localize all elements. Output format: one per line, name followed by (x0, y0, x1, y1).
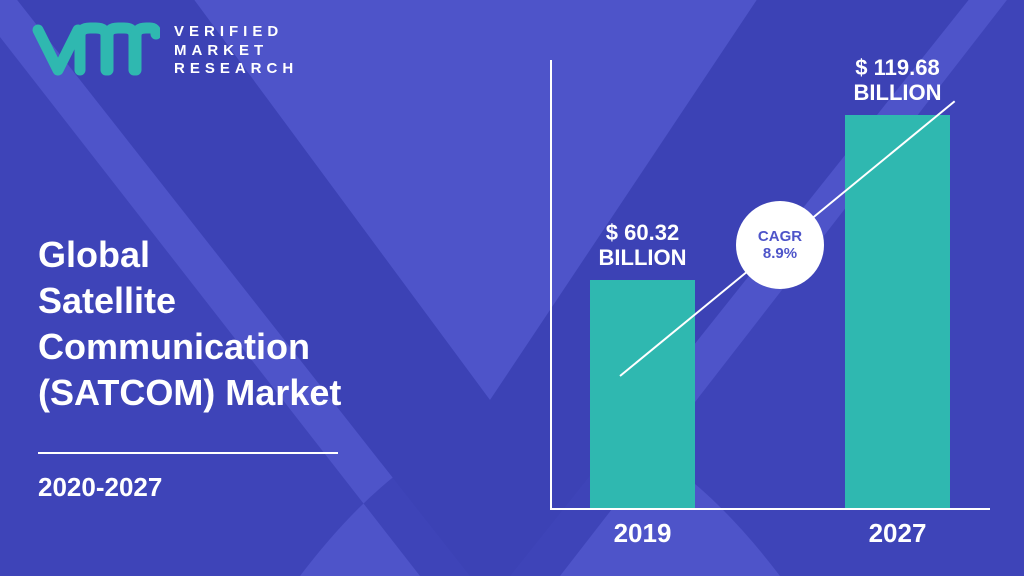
value-2019-amount: $ 60.32 (580, 220, 705, 245)
vmr-logo-icon (30, 22, 160, 80)
brand-line-3: RESEARCH (174, 60, 298, 79)
value-2027-unit: BILLION (835, 80, 960, 105)
bar-2019 (590, 280, 695, 510)
cagr-label: CAGR (758, 228, 802, 245)
title-line-4: (SATCOM) Market (38, 370, 341, 416)
title-line-1: Global (38, 232, 341, 278)
x-label-2019: 2019 (580, 518, 705, 549)
value-label-2027: $ 119.68 BILLION (835, 55, 960, 106)
page-title: Global Satellite Communication (SATCOM) … (38, 232, 341, 416)
title-line-3: Communication (38, 324, 341, 370)
date-range: 2020-2027 (38, 472, 162, 503)
brand-line-1: VERIFIED (174, 23, 298, 42)
y-axis (550, 60, 552, 510)
cagr-value: 8.9% (763, 245, 797, 262)
market-chart: $ 60.32 BILLION $ 119.68 BILLION CAGR 8.… (550, 30, 1010, 510)
title-line-2: Satellite (38, 278, 341, 324)
cagr-badge: CAGR 8.9% (736, 201, 824, 289)
value-2019-unit: BILLION (580, 245, 705, 270)
brand-line-2: MARKET (174, 42, 298, 61)
brand-logo: VERIFIED MARKET RESEARCH (30, 22, 298, 80)
title-divider (38, 452, 338, 454)
bar-2027 (845, 115, 950, 510)
x-label-2027: 2027 (835, 518, 960, 549)
x-axis (550, 508, 990, 510)
value-label-2019: $ 60.32 BILLION (580, 220, 705, 271)
value-2027-amount: $ 119.68 (835, 55, 960, 80)
brand-name: VERIFIED MARKET RESEARCH (174, 23, 298, 79)
